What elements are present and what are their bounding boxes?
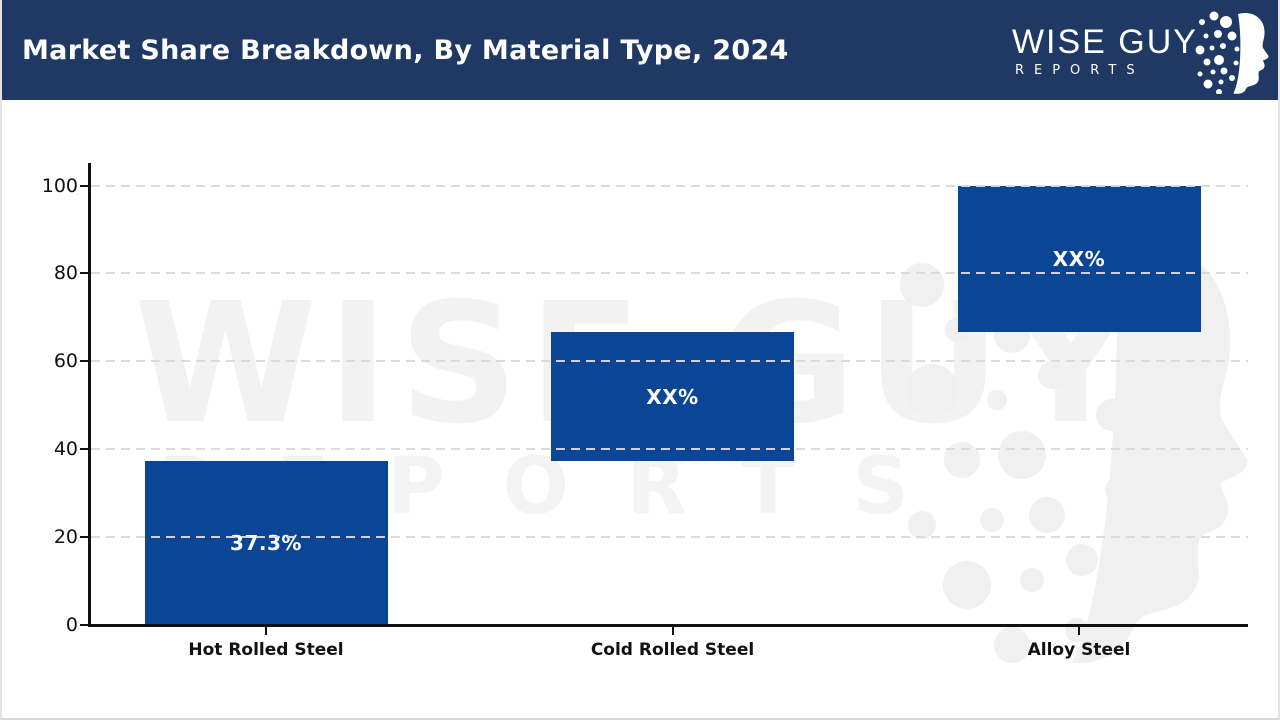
bar-value-label: XX% (1052, 246, 1106, 271)
y-axis-tick-label: 0 (65, 614, 78, 636)
bar-value-label: XX% (646, 384, 699, 409)
y-axis-tick-label: 80 (53, 262, 78, 285)
x-axis-category-label: Cold Rolled Steel (590, 640, 755, 660)
brand-face-icon (1195, 11, 1269, 94)
bar-alloy-steel: XX% (957, 185, 1201, 333)
y-axis-tick-mark (80, 272, 88, 275)
y-axis-tick-mark (80, 624, 88, 626)
y-axis-tick-mark (80, 184, 88, 187)
x-axis-category-label: Hot Rolled Steel (188, 640, 344, 660)
x-axis-tick-mark (1078, 627, 1080, 635)
y-axis-spine (88, 163, 91, 627)
brand-logo-text: WISE GUY REPORTS (1011, 23, 1198, 78)
y-axis-tick-mark (80, 536, 88, 539)
header-bar: Market Share Breakdown, By Material Type… (2, 0, 1278, 100)
y-axis-tick-label: 40 (53, 438, 78, 461)
x-axis-tick-mark (671, 627, 674, 635)
x-axis-tick-mark (265, 627, 267, 635)
y-axis-tick-label: 20 (53, 526, 78, 549)
y-axis-tick-mark (80, 360, 88, 363)
bar-hot-rolled-steel: 37.3% (144, 461, 388, 625)
gridline-80 (91, 272, 1248, 275)
gridline-20 (91, 536, 1248, 539)
watermark-face-icon (900, 239, 1248, 664)
y-axis-tick-mark (80, 448, 88, 451)
brand-name: WISE GUY (1011, 23, 1198, 62)
page-title: Market Share Breakdown, By Material Type… (22, 34, 789, 66)
gridline-100 (91, 184, 1248, 187)
x-axis-category-label: Alloy Steel (1027, 640, 1131, 660)
y-axis-tick-label: 60 (53, 350, 78, 373)
brand-subname: REPORTS (1014, 62, 1145, 78)
brand-logo: WISE GUY REPORTS (1012, 8, 1274, 94)
x-axis-spine (88, 624, 1248, 627)
gridline-60 (91, 360, 1248, 363)
y-axis-tick-label: 100 (41, 174, 78, 197)
bar-value-label: 37.3% (230, 531, 302, 556)
bar-cold-rolled-steel: XX% (551, 332, 794, 462)
gridline-40 (91, 448, 1248, 451)
